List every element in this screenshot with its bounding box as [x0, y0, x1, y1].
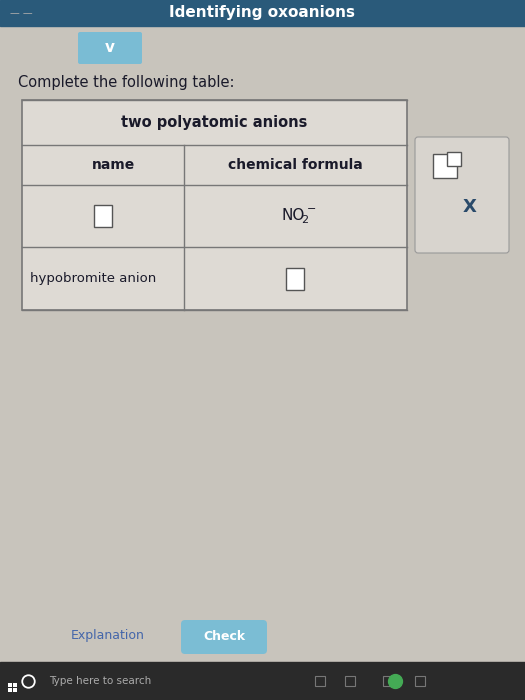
Bar — [13, 688, 17, 692]
Bar — [286, 267, 304, 290]
Text: — —: — — — [10, 8, 33, 18]
Bar — [0, 0, 525, 26]
Text: Type here to search: Type here to search — [49, 676, 151, 686]
Text: 2: 2 — [301, 215, 309, 225]
Text: two polyatomic anions: two polyatomic anions — [121, 115, 308, 130]
Bar — [13, 683, 17, 687]
Text: v: v — [105, 41, 115, 55]
Bar — [8, 683, 12, 687]
Bar — [433, 154, 457, 178]
Bar — [447, 152, 461, 166]
FancyBboxPatch shape — [78, 32, 142, 64]
Bar — [94, 205, 112, 227]
Text: chemical formula: chemical formula — [228, 158, 363, 172]
Text: hypobromite anion: hypobromite anion — [30, 272, 156, 285]
Text: name: name — [92, 158, 135, 172]
Text: NO: NO — [281, 207, 304, 223]
Bar — [8, 688, 12, 692]
FancyBboxPatch shape — [415, 137, 509, 253]
Text: Explanation: Explanation — [71, 629, 145, 643]
Text: Identifying oxoanions: Identifying oxoanions — [169, 6, 355, 20]
Text: −: − — [307, 204, 316, 214]
Bar — [22, 100, 407, 310]
FancyBboxPatch shape — [181, 620, 267, 654]
Text: Check: Check — [203, 631, 245, 643]
Text: Complete the following table:: Complete the following table: — [18, 74, 235, 90]
Bar — [0, 662, 525, 700]
Text: X: X — [463, 198, 477, 216]
